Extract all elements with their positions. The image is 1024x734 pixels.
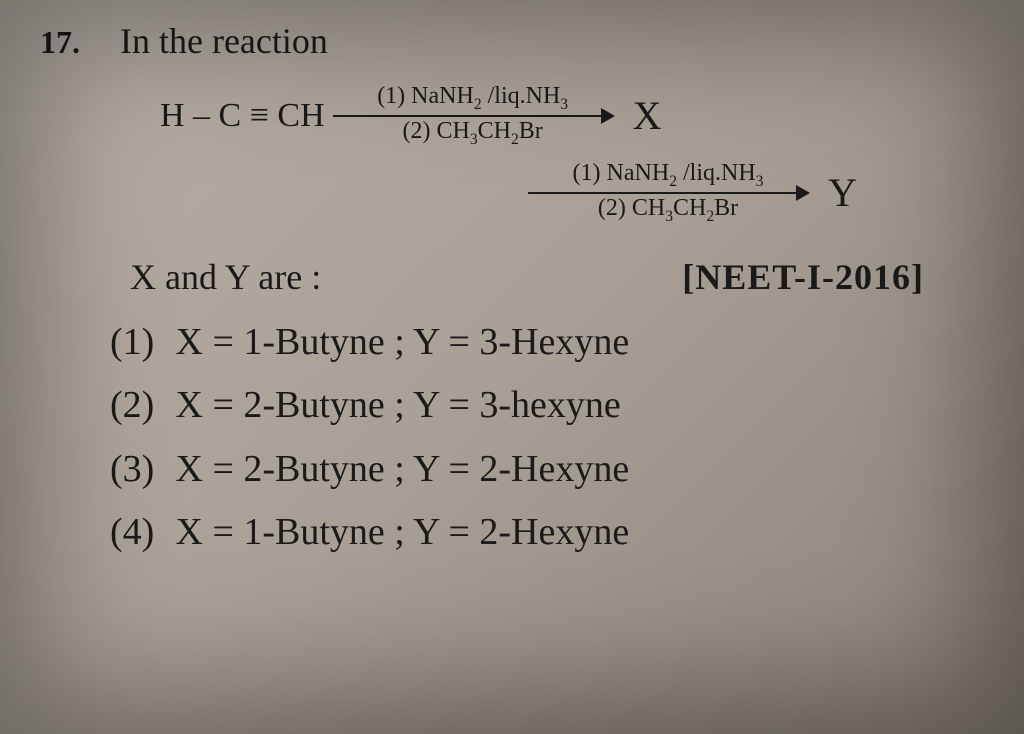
reagent-1-top: (1) NaNH2 /liq.NH3 bbox=[377, 82, 568, 115]
reaction-step-2: (1) NaNH2 /liq.NH3 (2) CH3CH2Br Y bbox=[520, 159, 984, 226]
options-list: (1) X = 1-Butyne ; Y = 3-Hexyne (2) X = … bbox=[110, 318, 984, 558]
arrow-line-2 bbox=[528, 192, 808, 194]
option-3: (3) X = 2-Butyne ; Y = 2-Hexyne bbox=[110, 445, 984, 494]
option-2-number: (2) bbox=[110, 381, 166, 430]
xy-prompt: X and Y are : bbox=[130, 256, 321, 298]
option-4-text: X = 1-Butyne ; Y = 2-Hexyne bbox=[176, 511, 630, 553]
option-1-text: X = 1-Butyne ; Y = 3-Hexyne bbox=[176, 321, 630, 363]
option-1: (1) X = 1-Butyne ; Y = 3-Hexyne bbox=[110, 318, 984, 367]
reagent-2-bottom: (2) CH3CH2Br bbox=[598, 194, 738, 227]
question-header: 17. In the reaction bbox=[40, 20, 984, 62]
option-2: (2) X = 2-Butyne ; Y = 3-hexyne bbox=[110, 381, 984, 430]
reagent-1-bottom: (2) CH3CH2Br bbox=[403, 117, 543, 150]
question-number: 17. bbox=[40, 24, 80, 61]
arrow-line-1 bbox=[333, 115, 613, 117]
option-4-number: (4) bbox=[110, 508, 166, 557]
option-2-text: X = 2-Butyne ; Y = 3-hexyne bbox=[176, 384, 621, 426]
exam-tag: [NEET-I-2016] bbox=[682, 256, 924, 298]
question-title: In the reaction bbox=[120, 20, 328, 62]
option-3-text: X = 2-Butyne ; Y = 2-Hexyne bbox=[176, 448, 630, 490]
starting-molecule: H – C ≡ CH bbox=[160, 97, 325, 135]
reaction-step-1: H – C ≡ CH (1) NaNH2 /liq.NH3 (2) CH3CH2… bbox=[160, 82, 984, 149]
reaction-arrow-1: (1) NaNH2 /liq.NH3 (2) CH3CH2Br bbox=[333, 82, 613, 149]
option-4: (4) X = 1-Butyne ; Y = 2-Hexyne bbox=[110, 508, 984, 557]
prompt-row: X and Y are : [NEET-I-2016] bbox=[130, 256, 924, 298]
reagent-2-top: (1) NaNH2 /liq.NH3 bbox=[573, 159, 764, 192]
option-3-number: (3) bbox=[110, 445, 166, 494]
product-x: X bbox=[633, 92, 662, 139]
reaction-arrow-2: (1) NaNH2 /liq.NH3 (2) CH3CH2Br bbox=[528, 159, 808, 226]
option-1-number: (1) bbox=[110, 318, 166, 367]
product-y: Y bbox=[828, 169, 857, 216]
